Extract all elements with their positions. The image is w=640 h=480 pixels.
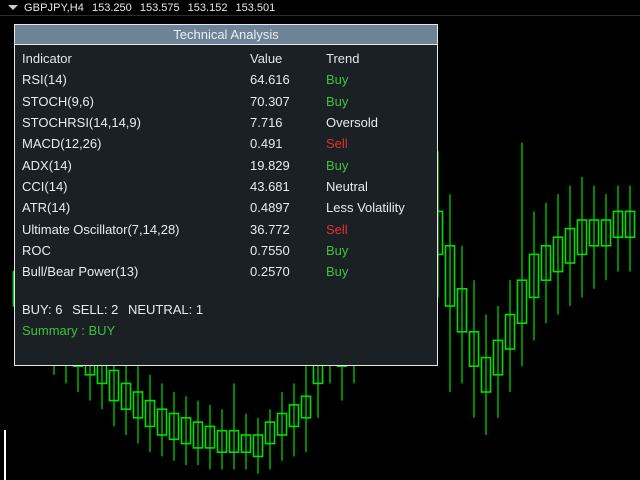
indicator-name: Bull/Bear Power(13) (22, 264, 139, 280)
indicator-trend: Buy (326, 72, 349, 88)
symbol-ticker-bar: GBPJPY,H4 153.250 153.575 153.152 153.50… (0, 0, 640, 16)
indicator-trend: Neutral (326, 178, 368, 194)
table-row: STOCHRSI(14,14,9) 7.716 Oversold (15, 112, 437, 133)
sell-count: SELL: 2 (72, 302, 119, 318)
table-row: Bull/Bear Power(13) 0.2570 Buy (15, 261, 437, 282)
indicator-name: CCI(14) (22, 178, 68, 194)
indicator-name: ROC (22, 242, 51, 258)
indicator-trend: Sell (326, 136, 348, 152)
indicator-value: 19.829 (250, 157, 290, 173)
indicator-value: 43.681 (250, 178, 290, 194)
indicator-trend: Buy (326, 157, 349, 173)
table-row: RSI(14) 64.616 Buy (15, 69, 437, 90)
table-row: Ultimate Oscillator(7,14,28) 36.772 Sell (15, 218, 437, 239)
indicator-value: 7.716 (250, 115, 283, 131)
indicator-name: MACD(12,26) (22, 136, 102, 152)
indicator-name: STOCHRSI(14,14,9) (22, 115, 141, 131)
chevron-down-icon[interactable] (8, 5, 18, 10)
indicator-trend: Buy (326, 264, 349, 280)
symbol-label: GBPJPY,H4 (24, 1, 85, 14)
indicator-value: 0.7550 (250, 242, 290, 258)
table-row: ADX(14) 19.829 Buy (15, 154, 437, 175)
column-header-value: Value (250, 51, 283, 67)
ohlc-quotes: 153.250 153.575 153.152 153.501 (92, 2, 280, 14)
indicator-trend: Oversold (326, 115, 379, 131)
indicator-name: ADX(14) (22, 157, 72, 173)
indicator-value: 0.2570 (250, 264, 290, 280)
indicator-trend: Buy (326, 93, 349, 109)
indicator-trend: Less Volatility (326, 200, 405, 216)
chart-left-edge-line (4, 430, 6, 480)
quote-low: 153.152 (187, 1, 228, 14)
indicator-value: 36.772 (250, 221, 290, 237)
panel-body: Indicator Value Trend RSI(14) 64.616 Buy ST… (15, 45, 437, 344)
quote-close: 153.501 (235, 1, 276, 14)
table-row: STOCH(9,6) 70.307 Buy (15, 91, 437, 112)
neutral-count: NEUTRAL: 1 (127, 302, 204, 318)
table-header-row: Indicator Value Trend (15, 48, 437, 69)
column-header-trend: Trend (326, 51, 360, 67)
indicator-name: RSI(14) (22, 72, 67, 88)
indicator-value: 0.491 (250, 136, 283, 152)
indicator-name: Ultimate Oscillator(7,14,28) (22, 221, 180, 237)
summary-block: BUY: 6 SELL: 2 NEUTRAL: 1 Summary : BUY (15, 302, 437, 344)
indicator-value: 70.307 (250, 93, 290, 109)
indicator-value: 0.4897 (250, 200, 290, 216)
table-row: CCI(14) 43.681 Neutral (15, 176, 437, 197)
quote-open: 153.250 (92, 1, 132, 14)
table-row: ATR(14) 0.4897 Less Volatility (15, 197, 437, 218)
indicator-trend: Buy (326, 242, 349, 258)
quote-high: 153.575 (139, 1, 180, 14)
table-row: MACD(12,26) 0.491 Sell (15, 133, 437, 154)
indicator-value: 64.616 (250, 72, 290, 88)
indicator-name: ATR(14) (22, 200, 71, 216)
summary-verdict: Summary : BUY (22, 323, 116, 339)
indicator-rows: RSI(14) 64.616 Buy STOCH(9,6) 70.307 Buy STOCH… (15, 69, 437, 282)
indicator-name: STOCH(9,6) (22, 93, 94, 109)
column-header-indicator: Indicator (22, 51, 72, 67)
signal-counts: BUY: 6 SELL: 2 NEUTRAL: 1 (22, 302, 437, 323)
buy-count: BUY: 6 (22, 302, 63, 318)
technical-analysis-panel[interactable]: Technical Analysis Indicator Value Trend… (14, 24, 438, 366)
table-row: ROC 0.7550 Buy (15, 240, 437, 261)
indicator-trend: Sell (326, 221, 348, 237)
panel-title: Technical Analysis (15, 25, 437, 45)
